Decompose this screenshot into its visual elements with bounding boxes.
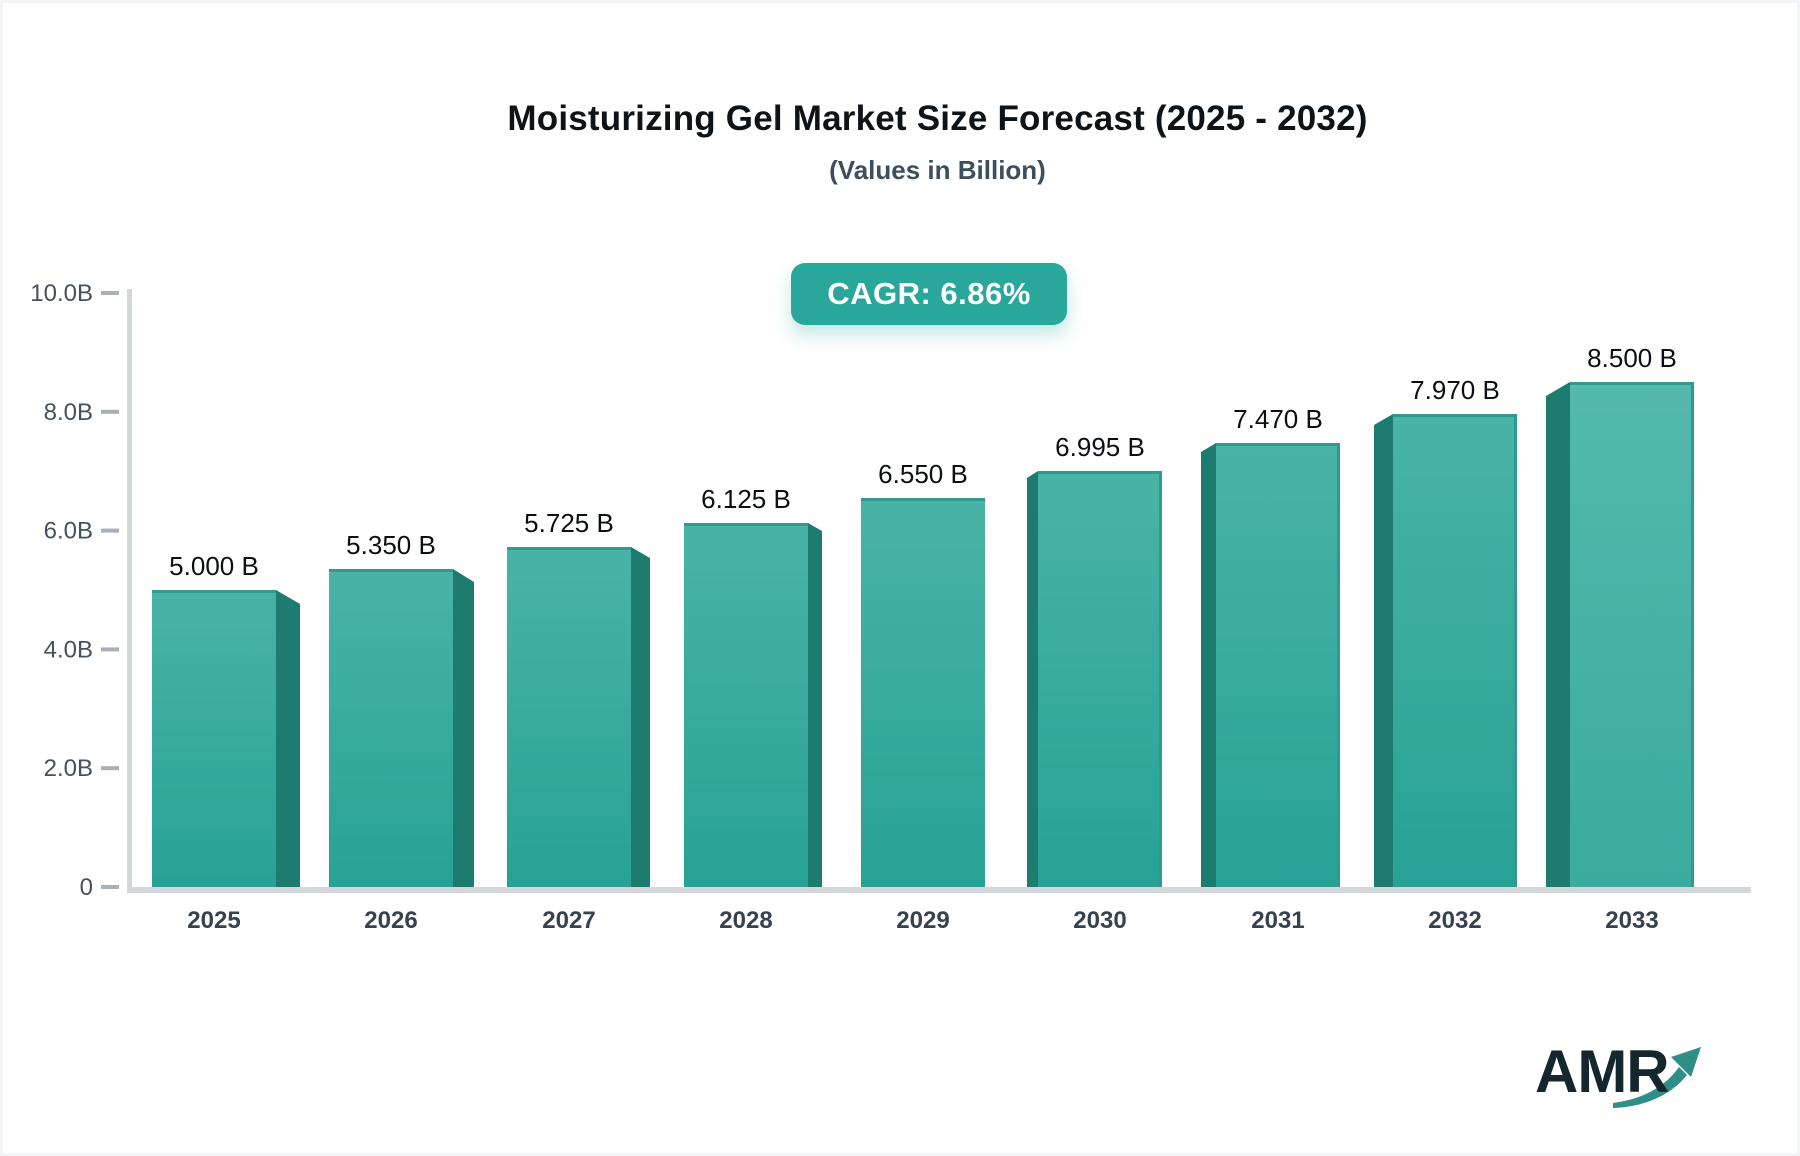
y-tick-label: 2.0B — [44, 755, 93, 782]
bar-2032: 7.970 B 2032 — [1374, 375, 1517, 934]
bar-front-face — [1038, 471, 1162, 887]
y-tick-label: 4.0B — [44, 636, 93, 663]
bar-2025: 5.000 B 2025 — [152, 551, 300, 934]
bar-value-label: 8.500 B — [1587, 343, 1677, 373]
bar-side-face — [1201, 443, 1216, 887]
bar-2028: 6.125 B 2028 — [684, 484, 822, 934]
chart-header: Moisturizing Gel Market Size Forecast (2… — [133, 99, 1742, 186]
bar-top-edge — [329, 569, 453, 572]
x-axis-line — [127, 887, 1751, 893]
bar-side-face — [1546, 382, 1570, 887]
bar-front-face — [1570, 382, 1694, 887]
bar-front-face — [684, 523, 808, 887]
y-tick-dash — [101, 528, 119, 533]
y-tick-label: 8.0B — [44, 399, 93, 426]
bar-side-face — [276, 590, 300, 887]
bar-side-face — [1374, 414, 1393, 887]
y-tick-label: 6.0B — [44, 518, 93, 545]
bar-front-face — [152, 590, 276, 887]
bar-right-edge — [1691, 382, 1694, 887]
bar-value-label: 5.725 B — [524, 508, 614, 538]
bar-front-face — [861, 498, 985, 887]
x-tick-label: 2031 — [1251, 907, 1304, 934]
bar-top-edge — [1038, 471, 1162, 474]
bar-value-label: 5.350 B — [346, 530, 436, 560]
x-tick-label: 2030 — [1073, 907, 1126, 934]
bar-2030: 6.995 B 2030 — [1027, 432, 1162, 934]
bar-value-label: 6.125 B — [701, 484, 791, 514]
bar-value-label: 7.470 B — [1233, 404, 1323, 434]
bar-right-edge — [1159, 471, 1162, 887]
y-tick-dash — [101, 647, 119, 652]
bar-side-face — [808, 523, 822, 887]
bar-side-face — [453, 569, 474, 887]
x-tick-label: 2025 — [187, 907, 240, 934]
bar-value-label: 7.970 B — [1410, 375, 1500, 405]
y-tick-dash — [101, 885, 119, 889]
y-tick-dash — [101, 766, 119, 771]
y-axis-line — [127, 289, 132, 893]
bar-2031: 7.470 B 2031 — [1201, 404, 1340, 934]
chart-subtitle: (Values in Billion) — [829, 155, 1046, 185]
x-tick-label: 2027 — [542, 907, 595, 934]
y-tick-dash — [101, 291, 119, 295]
bar-value-label: 6.995 B — [1055, 432, 1145, 462]
bar-right-edge — [1337, 443, 1340, 887]
bar-top-edge — [684, 523, 808, 526]
bar-top-edge — [1393, 414, 1517, 417]
amr-logo-text: AMR — [1535, 1038, 1670, 1105]
bar-top-edge — [507, 547, 631, 550]
bar-front-face — [1216, 443, 1340, 887]
bar-2029: 6.550 B 2029 — [861, 459, 985, 934]
bar-top-edge — [152, 590, 276, 593]
bar-right-edge — [1514, 414, 1517, 887]
x-tick-label: 2029 — [896, 907, 949, 934]
cagr-badge: CAGR: 6.86% — [791, 263, 1067, 325]
bar-chart: 0 2.0B 4.0B 6.0B 8.0B 10.0B 5.000 B 2025 5.350 B… — [30, 280, 1751, 934]
bar-value-label: 5.000 B — [169, 551, 259, 581]
bar-2026: 5.350 B 2026 — [329, 530, 474, 934]
amr-logo: AMR — [1535, 1033, 1715, 1113]
x-tick-label: 2028 — [719, 907, 772, 934]
y-tick-label: 10.0B — [30, 280, 93, 307]
bar-side-face — [631, 547, 650, 887]
x-tick-label: 2032 — [1428, 907, 1481, 934]
bar-top-edge — [1570, 382, 1694, 385]
y-tick-label: 0 — [80, 874, 93, 901]
bar-side-face — [1027, 471, 1038, 887]
bar-top-edge — [861, 498, 985, 501]
x-tick-label: 2026 — [364, 907, 417, 934]
bar-2033: 8.500 B 2033 — [1546, 343, 1694, 934]
bar-front-face — [507, 547, 631, 887]
bar-2027: 5.725 B 2027 — [507, 508, 650, 934]
y-tick-dash — [101, 409, 119, 414]
bar-value-label: 6.550 B — [878, 459, 968, 489]
x-tick-label: 2033 — [1605, 907, 1658, 934]
bar-front-face — [1393, 414, 1517, 887]
bar-front-face — [329, 569, 453, 887]
chart-title: Moisturizing Gel Market Size Forecast (2… — [507, 99, 1368, 138]
bar-top-edge — [1216, 443, 1340, 446]
trend-arrow-icon — [1613, 1047, 1701, 1108]
